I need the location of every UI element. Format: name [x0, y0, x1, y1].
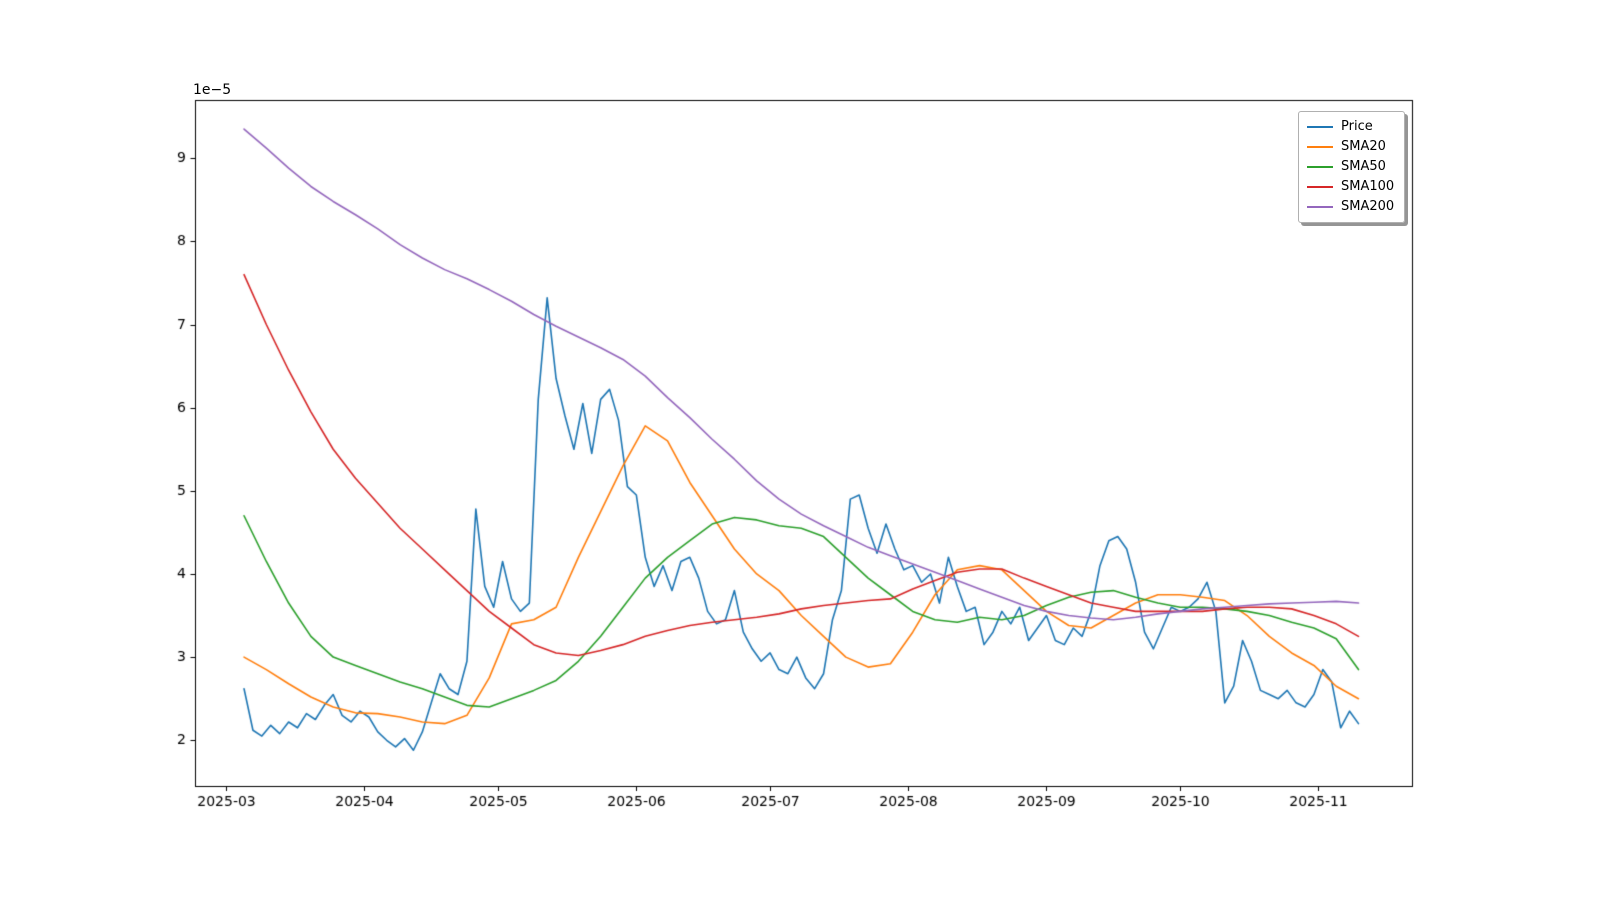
legend-label: SMA200 [1341, 199, 1395, 214]
legend-item-sma200: SMA200 [1307, 197, 1394, 217]
legend-line-sample-icon [1307, 146, 1333, 148]
legend-label: SMA20 [1341, 139, 1386, 154]
legend-label: SMA100 [1341, 179, 1395, 194]
y-axis-offset-label: 1e−5 [193, 82, 232, 98]
legend-line-sample-icon [1307, 166, 1333, 168]
legend-line-sample-icon [1307, 126, 1333, 128]
legend-item-price: Price [1307, 117, 1394, 137]
legend-label: SMA50 [1341, 159, 1386, 174]
legend: Price SMA20 SMA50 SMA100 SMA200 [1298, 111, 1406, 223]
legend-item-sma50: SMA50 [1307, 157, 1394, 177]
legend-label: Price [1341, 119, 1373, 134]
legend-line-sample-icon [1307, 206, 1333, 208]
legend-line-sample-icon [1307, 186, 1333, 188]
legend-item-sma100: SMA100 [1307, 177, 1394, 197]
legend-item-sma20: SMA20 [1307, 137, 1394, 157]
